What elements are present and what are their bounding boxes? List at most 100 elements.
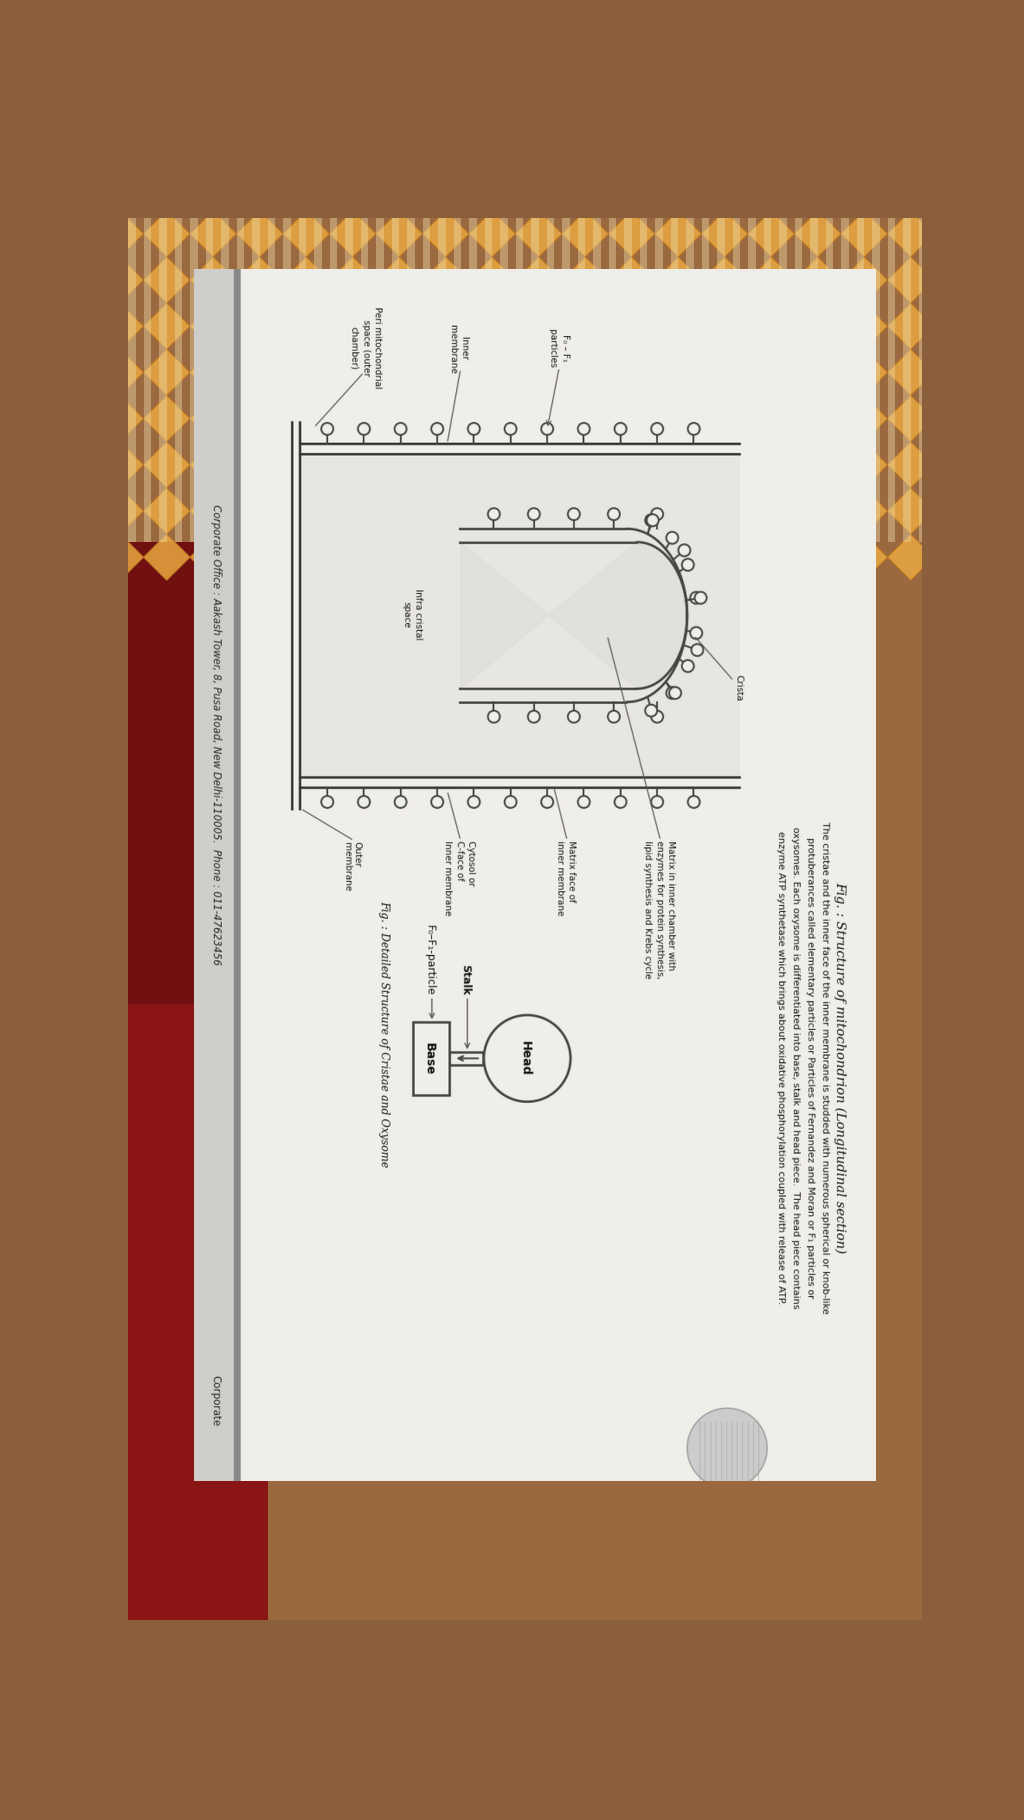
Polygon shape (888, 257, 934, 304)
Polygon shape (237, 164, 283, 211)
Polygon shape (143, 164, 190, 211)
Bar (686, 218, 693, 542)
Polygon shape (795, 211, 841, 257)
Polygon shape (423, 164, 469, 211)
Polygon shape (562, 349, 608, 395)
Polygon shape (237, 304, 283, 349)
Polygon shape (97, 164, 143, 211)
Polygon shape (888, 533, 934, 581)
Polygon shape (934, 257, 981, 304)
Bar (701, 218, 710, 542)
Polygon shape (330, 533, 376, 581)
Polygon shape (97, 349, 143, 395)
Polygon shape (469, 533, 515, 581)
Polygon shape (748, 395, 795, 442)
Polygon shape (795, 164, 841, 211)
Polygon shape (97, 395, 143, 442)
Polygon shape (190, 488, 237, 533)
Bar (671, 218, 678, 542)
Bar (795, 218, 802, 542)
Polygon shape (143, 304, 190, 349)
Polygon shape (515, 488, 562, 533)
Polygon shape (701, 304, 748, 349)
Polygon shape (376, 488, 423, 533)
Polygon shape (237, 488, 283, 533)
Polygon shape (237, 211, 283, 257)
Bar (267, 218, 275, 542)
Polygon shape (330, 304, 376, 349)
Bar (360, 218, 369, 542)
Polygon shape (143, 442, 190, 488)
Bar (764, 218, 771, 542)
Polygon shape (934, 349, 981, 395)
Polygon shape (97, 257, 143, 304)
Polygon shape (190, 164, 237, 211)
Polygon shape (608, 349, 655, 395)
Polygon shape (795, 304, 841, 349)
Polygon shape (795, 349, 841, 395)
Polygon shape (748, 164, 795, 211)
Polygon shape (423, 349, 469, 395)
Polygon shape (934, 164, 981, 211)
Bar (438, 218, 445, 542)
Polygon shape (701, 349, 748, 395)
Polygon shape (283, 304, 330, 349)
Polygon shape (469, 488, 515, 533)
Polygon shape (655, 349, 701, 395)
Polygon shape (655, 211, 701, 257)
Polygon shape (376, 442, 423, 488)
Polygon shape (701, 257, 748, 304)
Polygon shape (841, 533, 888, 581)
Bar (919, 218, 927, 542)
Polygon shape (469, 164, 515, 211)
Polygon shape (283, 211, 330, 257)
Bar (547, 218, 554, 542)
Polygon shape (143, 349, 190, 395)
Polygon shape (841, 395, 888, 442)
Polygon shape (562, 304, 608, 349)
Polygon shape (888, 442, 934, 488)
Polygon shape (608, 442, 655, 488)
Polygon shape (469, 211, 515, 257)
Polygon shape (97, 488, 143, 533)
Polygon shape (376, 257, 423, 304)
Polygon shape (655, 257, 701, 304)
Polygon shape (330, 349, 376, 395)
Bar (299, 218, 306, 542)
Polygon shape (283, 257, 330, 304)
Polygon shape (655, 442, 701, 488)
Polygon shape (423, 442, 469, 488)
Polygon shape (562, 395, 608, 442)
Polygon shape (283, 533, 330, 581)
Bar (423, 218, 430, 542)
Bar (283, 218, 291, 542)
Polygon shape (655, 395, 701, 442)
Polygon shape (701, 395, 748, 442)
Polygon shape (469, 395, 515, 442)
Bar (732, 218, 740, 542)
Bar (608, 218, 616, 542)
Polygon shape (748, 349, 795, 395)
Polygon shape (190, 533, 237, 581)
Polygon shape (934, 211, 981, 257)
Polygon shape (97, 533, 143, 581)
Polygon shape (562, 442, 608, 488)
Polygon shape (376, 164, 423, 211)
Polygon shape (423, 533, 469, 581)
Polygon shape (795, 533, 841, 581)
Bar (128, 218, 136, 542)
Polygon shape (841, 304, 888, 349)
Polygon shape (143, 533, 190, 581)
Bar (345, 218, 352, 542)
Polygon shape (515, 349, 562, 395)
Polygon shape (515, 533, 562, 581)
Polygon shape (841, 211, 888, 257)
Polygon shape (701, 442, 748, 488)
Polygon shape (143, 395, 190, 442)
Polygon shape (795, 488, 841, 533)
Polygon shape (608, 395, 655, 442)
Polygon shape (376, 349, 423, 395)
Polygon shape (143, 488, 190, 533)
Bar (825, 218, 834, 542)
Polygon shape (143, 211, 190, 257)
